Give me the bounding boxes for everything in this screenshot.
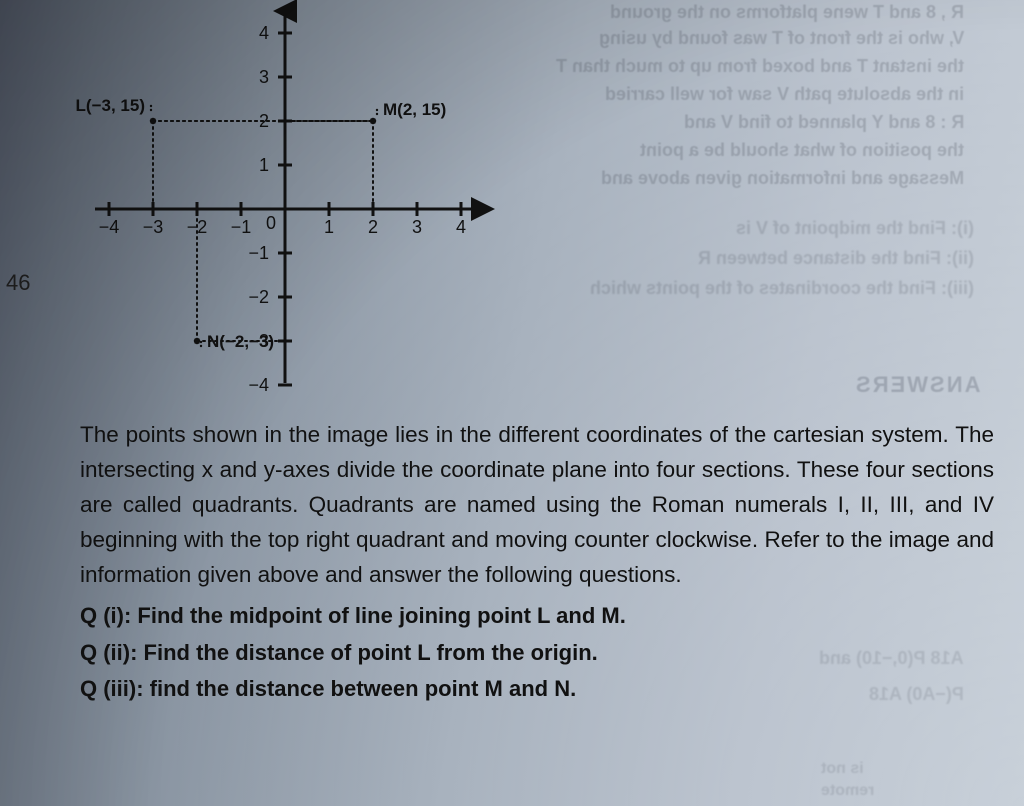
svg-text:N(−2,−3): N(−2,−3) [207,332,274,351]
svg-text:−4: −4 [248,375,269,395]
svg-text:2: 2 [368,217,378,237]
ghost-line: R : 8 and Y planned to find V and [684,112,964,133]
ghost-line: is not [821,760,864,778]
ghost-line: (i): Find the midpoint of V is [736,218,974,239]
ghost-line: (iii): Find the coordinates of the point… [590,278,974,299]
svg-text:3: 3 [412,217,422,237]
ghost-line: A18 P(0,−10) and [819,648,964,669]
svg-text:3: 3 [259,67,269,87]
main-paragraph: The points shown in the image lies in th… [80,418,994,592]
ghost-line: Message and information given above and [601,168,964,189]
svg-text:1: 1 [324,217,334,237]
ghost-line: R , 8 and T wene platforms on the ground [610,2,964,23]
cartesian-graph: −4−3−2−101234−4−3−2−11234L(−3, 15)M(2, 1… [90,0,530,404]
ghost-line: in the absolute path V saw for well carr… [605,84,964,105]
svg-text:0: 0 [266,213,276,233]
page-number: 46 [6,270,30,296]
ghost-line: (ii): Find the distance between R [698,248,974,269]
ghost-line: the position of what should be a point [640,140,964,161]
svg-text:M(2, 15): M(2, 15) [383,100,446,119]
ghost-line: the instant T and boxed from up to much … [556,56,964,77]
ghost-line: remote [821,782,874,800]
svg-text:−2: −2 [248,287,269,307]
ghost-answers: ANSWERS [854,372,980,398]
svg-text:L(−3, 15): L(−3, 15) [76,96,145,115]
svg-text:4: 4 [259,23,269,43]
svg-text:−4: −4 [99,217,120,237]
ghost-line: V, who is the front of T was found by us… [599,28,964,49]
svg-text:1: 1 [259,155,269,175]
svg-text:4: 4 [456,217,466,237]
ghost-line: P(−A0) A18 [869,684,964,705]
svg-text:−1: −1 [231,217,252,237]
cartesian-svg: −4−3−2−101234−4−3−2−11234L(−3, 15)M(2, 1… [90,0,530,404]
svg-text:−1: −1 [248,243,269,263]
question-1: Q (i): Find the midpoint of line joining… [80,598,994,634]
question-3: Q (iii): find the distance between point… [80,671,994,707]
svg-text:−3: −3 [143,217,164,237]
page-root: R , 8 and T wene platforms on the ground… [0,0,1024,806]
